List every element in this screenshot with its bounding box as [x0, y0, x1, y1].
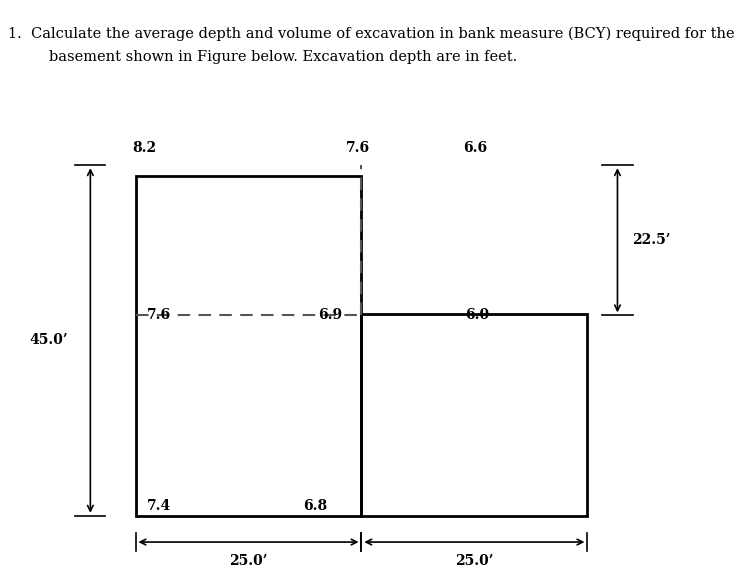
Text: 7.6: 7.6 — [147, 308, 171, 322]
Text: 25.0’: 25.0’ — [229, 554, 268, 568]
Text: 6.6: 6.6 — [463, 141, 487, 155]
Text: basement shown in Figure below. Excavation depth are in feet.: basement shown in Figure below. Excavati… — [49, 50, 517, 64]
Text: 6.0: 6.0 — [465, 308, 489, 322]
Text: 7.6: 7.6 — [346, 141, 370, 155]
Text: 25.0’: 25.0’ — [455, 554, 494, 568]
Text: 6.9: 6.9 — [319, 308, 343, 322]
Text: 8.2: 8.2 — [132, 141, 156, 155]
Text: 7.4: 7.4 — [147, 499, 171, 513]
Text: 6.8: 6.8 — [303, 499, 328, 513]
Text: 22.5’: 22.5’ — [633, 233, 671, 247]
Text: 1.  Calculate the average depth and volume of excavation in bank measure (BCY) r: 1. Calculate the average depth and volum… — [8, 26, 734, 41]
Text: 45.0’: 45.0’ — [29, 333, 68, 347]
